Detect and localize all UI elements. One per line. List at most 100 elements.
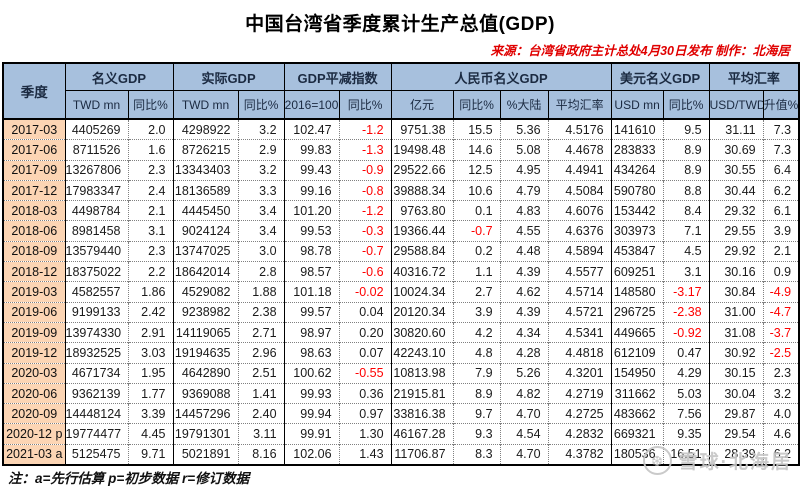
value-cell: 30.16 bbox=[709, 261, 764, 282]
value-cell: 14119065 bbox=[173, 321, 239, 343]
table-body: 2017-03 4405269 2.0 4298922 3.2 102.47 -1.2 975… bbox=[3, 118, 800, 466]
value-cell: 4.70 bbox=[500, 403, 549, 424]
table-row: 2018-06 8981458 3.1 9024124 3.4 99.53 -0.3 1936… bbox=[3, 220, 800, 242]
value-cell: 1.1 bbox=[453, 261, 501, 282]
value-cell: 9199133 bbox=[65, 301, 129, 323]
value-cell: 4.4678 bbox=[548, 139, 612, 161]
value-cell: 14.6 bbox=[453, 139, 501, 161]
value-cell: 7.9 bbox=[453, 362, 501, 384]
value-cell: 4.29 bbox=[663, 362, 710, 384]
value-cell: -2.38 bbox=[663, 301, 710, 323]
value-cell: 19791301 bbox=[173, 423, 239, 445]
quarter-cell: 2020-03 bbox=[3, 362, 66, 384]
page-title: 中国台湾省季度累计生产总值(GDP) bbox=[245, 14, 555, 35]
value-cell: 4.5 bbox=[663, 240, 710, 262]
value-cell: 6.2 bbox=[763, 443, 800, 466]
value-cell: 4.2832 bbox=[548, 423, 612, 445]
value-cell: 590780 bbox=[611, 179, 664, 201]
value-cell: 3.2 bbox=[238, 118, 285, 140]
quarter-cell: 2019-12 bbox=[3, 342, 66, 364]
unit-header: 同比% bbox=[662, 90, 710, 120]
table-row: 2019-03 4582557 1.86 4529082 1.88 101.18 -0.02… bbox=[3, 281, 800, 303]
value-cell: 4.55 bbox=[500, 220, 549, 242]
value-cell: 19194635 bbox=[173, 342, 239, 364]
value-cell: 10024.34 bbox=[391, 281, 454, 303]
value-cell: 9.35 bbox=[663, 423, 710, 445]
value-cell: 154950 bbox=[611, 362, 664, 384]
value-cell: 434264 bbox=[611, 159, 664, 181]
value-cell: 4.83 bbox=[500, 200, 549, 221]
quarter-cell: 2019-06 bbox=[3, 301, 66, 323]
table-row: 2021-03 a 5125475 9.71 5021891 8.16 102.06 1.4… bbox=[3, 443, 800, 466]
value-cell: 4.8 bbox=[453, 342, 501, 364]
table-row: 2019-06 9199133 2.42 9238982 2.38 99.57 0.04 20… bbox=[3, 301, 800, 323]
value-cell: 9.5 bbox=[663, 118, 710, 140]
value-cell: 46167.28 bbox=[391, 423, 454, 445]
value-cell: 102.47 bbox=[284, 118, 340, 140]
value-cell: 2.3 bbox=[128, 159, 174, 181]
value-cell: 4.62 bbox=[500, 281, 549, 303]
source-note: 来源：台湾省政府主计总处4月30日发布 制作：北海居 bbox=[490, 44, 790, 58]
value-cell: 4.48 bbox=[500, 240, 549, 262]
value-cell: 99.93 bbox=[284, 382, 340, 404]
value-cell: 30.15 bbox=[709, 362, 764, 384]
value-cell: 6.4 bbox=[763, 159, 800, 181]
value-cell: 29588.84 bbox=[391, 240, 454, 262]
quarter-cell: 2017-06 bbox=[3, 139, 66, 161]
header-unit-row: TWD mn 同比% TWD mn 同比% 2016=100 同比% 亿元 同比% %大陆 平均汇… bbox=[3, 90, 800, 120]
value-cell: 19774477 bbox=[65, 423, 129, 445]
value-cell: 16.51 bbox=[663, 443, 710, 466]
value-cell: 2.8 bbox=[238, 261, 285, 282]
table-row: 2017-12 17983347 2.4 18136589 3.3 99.16 -0.8 39… bbox=[3, 179, 800, 201]
value-cell: 1.88 bbox=[238, 281, 285, 303]
table-row: 2020-09 14448124 3.39 14457296 2.40 99.94 0.97… bbox=[3, 403, 800, 424]
value-cell: 1.77 bbox=[128, 382, 174, 404]
value-cell: 8711526 bbox=[65, 139, 129, 161]
value-cell: 4.54 bbox=[500, 423, 549, 445]
unit-header: 同比% bbox=[452, 90, 501, 120]
value-cell: 0.97 bbox=[339, 403, 392, 424]
value-cell: -0.7 bbox=[453, 220, 501, 242]
quarter-cell: 2017-12 bbox=[3, 179, 66, 201]
value-cell: 100.62 bbox=[284, 362, 340, 384]
value-cell: 4.4818 bbox=[548, 342, 612, 364]
value-cell: 5.36 bbox=[500, 118, 549, 140]
unit-header: 升值% bbox=[762, 90, 800, 120]
value-cell: 2.1 bbox=[763, 240, 800, 262]
value-cell: 1.86 bbox=[128, 281, 174, 303]
value-cell: 6.1 bbox=[763, 200, 800, 221]
unit-header: USD mn bbox=[610, 90, 664, 120]
unit-header: 2016=100 bbox=[283, 90, 340, 120]
value-cell: 10813.98 bbox=[391, 362, 454, 384]
quarter-cell: 2020-06 bbox=[3, 382, 66, 404]
value-cell: 42243.10 bbox=[391, 342, 454, 364]
value-cell: 9751.38 bbox=[391, 118, 454, 140]
table-row: 2017-03 4405269 2.0 4298922 3.2 102.47 -1.2 975… bbox=[3, 118, 800, 140]
value-cell: 18375022 bbox=[65, 261, 129, 282]
value-cell: 9024124 bbox=[173, 220, 239, 242]
value-cell: 4.82 bbox=[500, 382, 549, 404]
value-cell: 30.84 bbox=[709, 281, 764, 303]
group-header: GDP平减指数 bbox=[283, 62, 392, 91]
value-cell: 9.3 bbox=[453, 423, 501, 445]
value-cell: 4.5084 bbox=[548, 179, 612, 201]
value-cell: 2.0 bbox=[128, 118, 174, 140]
group-header: 人民币名义GDP bbox=[390, 62, 612, 91]
value-cell: 1.6 bbox=[128, 139, 174, 161]
unit-header: 亿元 bbox=[390, 90, 454, 120]
value-cell: 9369088 bbox=[173, 382, 239, 404]
value-cell: 2.91 bbox=[128, 321, 174, 343]
value-cell: 4.34 bbox=[500, 321, 549, 343]
value-cell: 609251 bbox=[611, 261, 664, 282]
value-cell: 2.7 bbox=[453, 281, 501, 303]
group-header: 平均汇率 bbox=[708, 62, 800, 91]
value-cell: 99.57 bbox=[284, 301, 340, 323]
value-cell: 283833 bbox=[611, 139, 664, 161]
value-cell: 4.5714 bbox=[548, 281, 612, 303]
value-cell: 8.9 bbox=[663, 139, 710, 161]
value-cell: 99.16 bbox=[284, 179, 340, 201]
value-cell: 1.95 bbox=[128, 362, 174, 384]
value-cell: 3.3 bbox=[238, 179, 285, 201]
value-cell: 39888.34 bbox=[391, 179, 454, 201]
value-cell: 19498.48 bbox=[391, 139, 454, 161]
